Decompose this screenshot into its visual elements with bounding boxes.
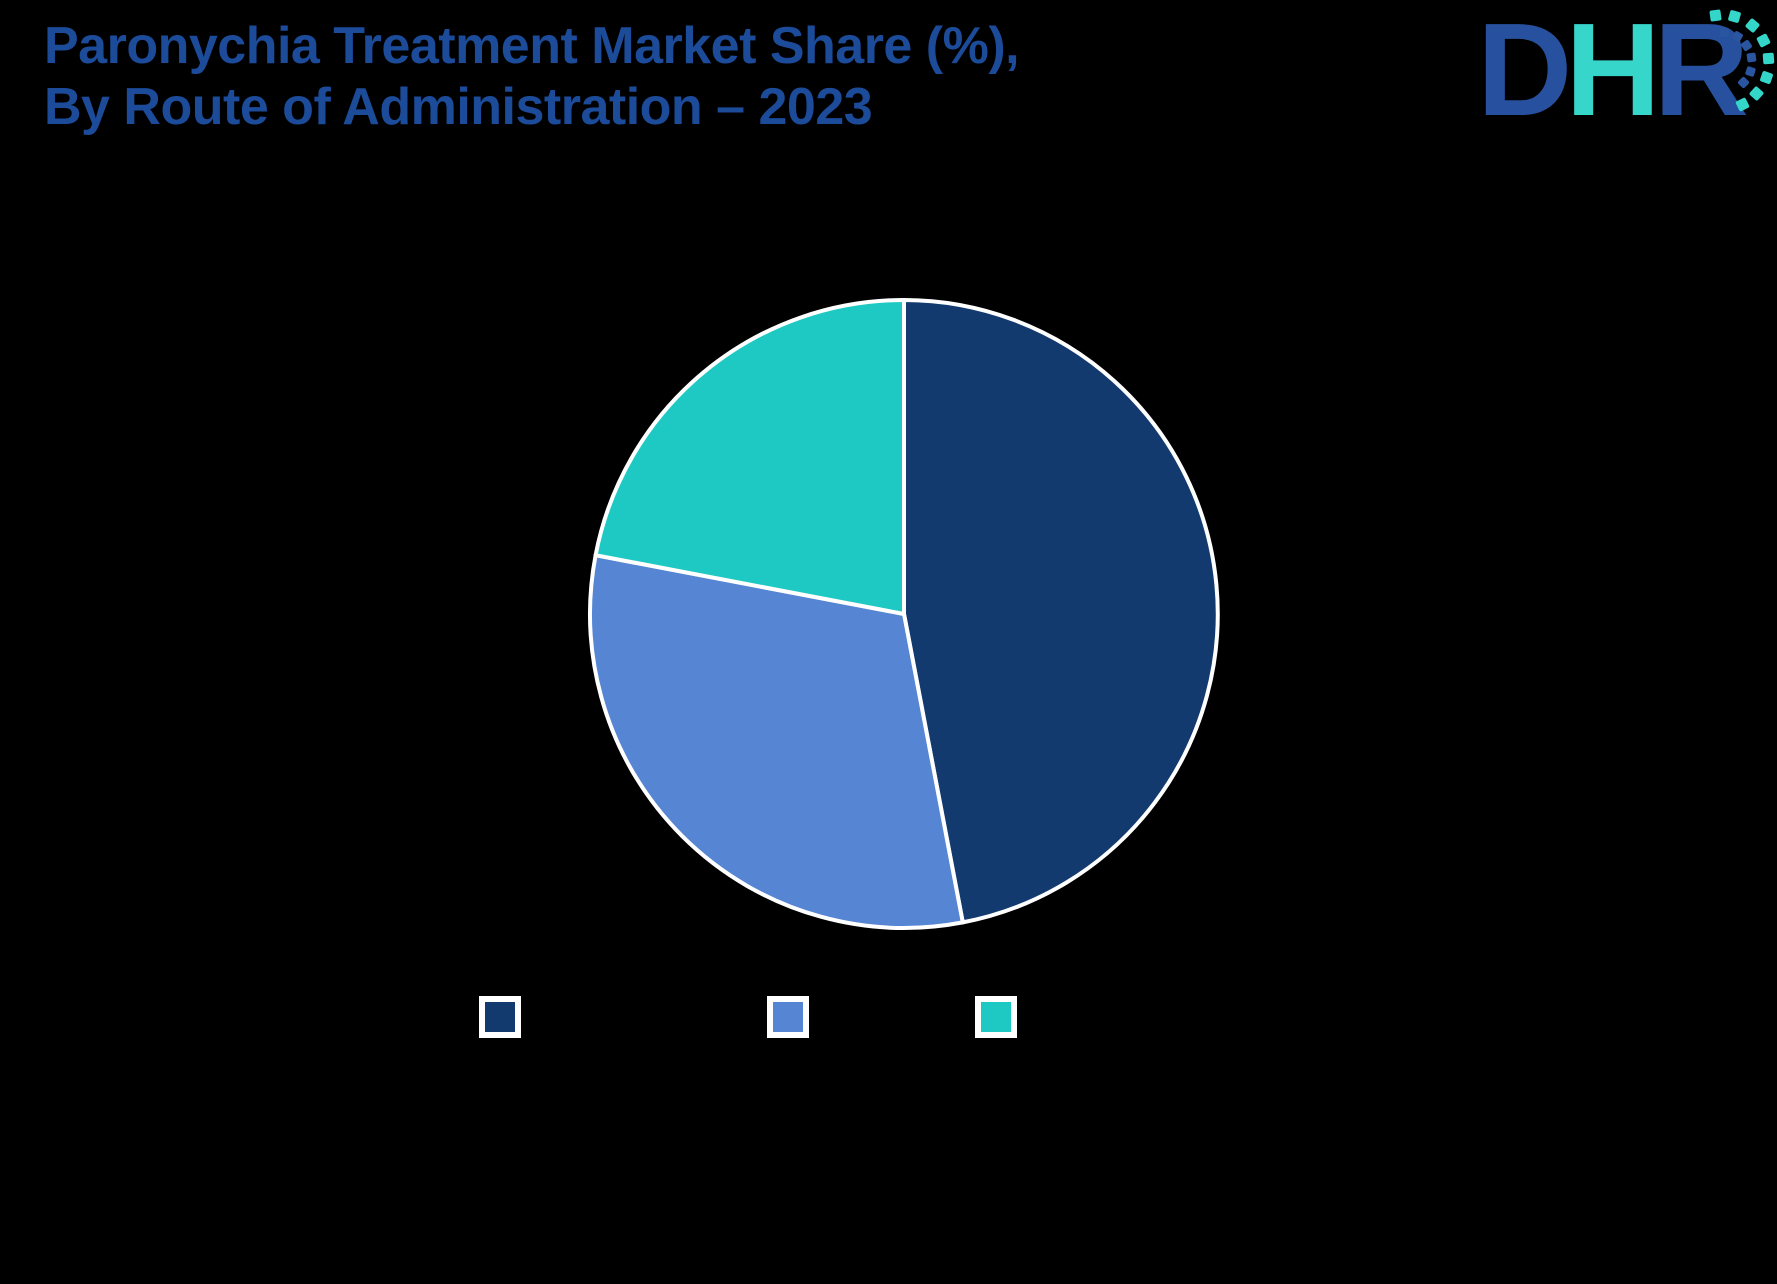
chart-title-line2: By Route of Administration – 2023 xyxy=(44,78,873,136)
pie-slice-3 xyxy=(593,298,906,616)
logo-letter-h: H xyxy=(1565,0,1660,143)
logo-letter-d: D xyxy=(1477,0,1572,143)
dhr-logo: DHR xyxy=(1477,4,1775,136)
pie-slice-1 xyxy=(902,298,1220,925)
pie-slice-2 xyxy=(588,553,965,930)
chart-title-line1: Paronychia Treatment Market Share (%), xyxy=(44,17,1020,75)
chart-title: Paronychia Treatment Market Share (%), B… xyxy=(44,16,1020,138)
logo-letter-r: R xyxy=(1653,0,1749,143)
